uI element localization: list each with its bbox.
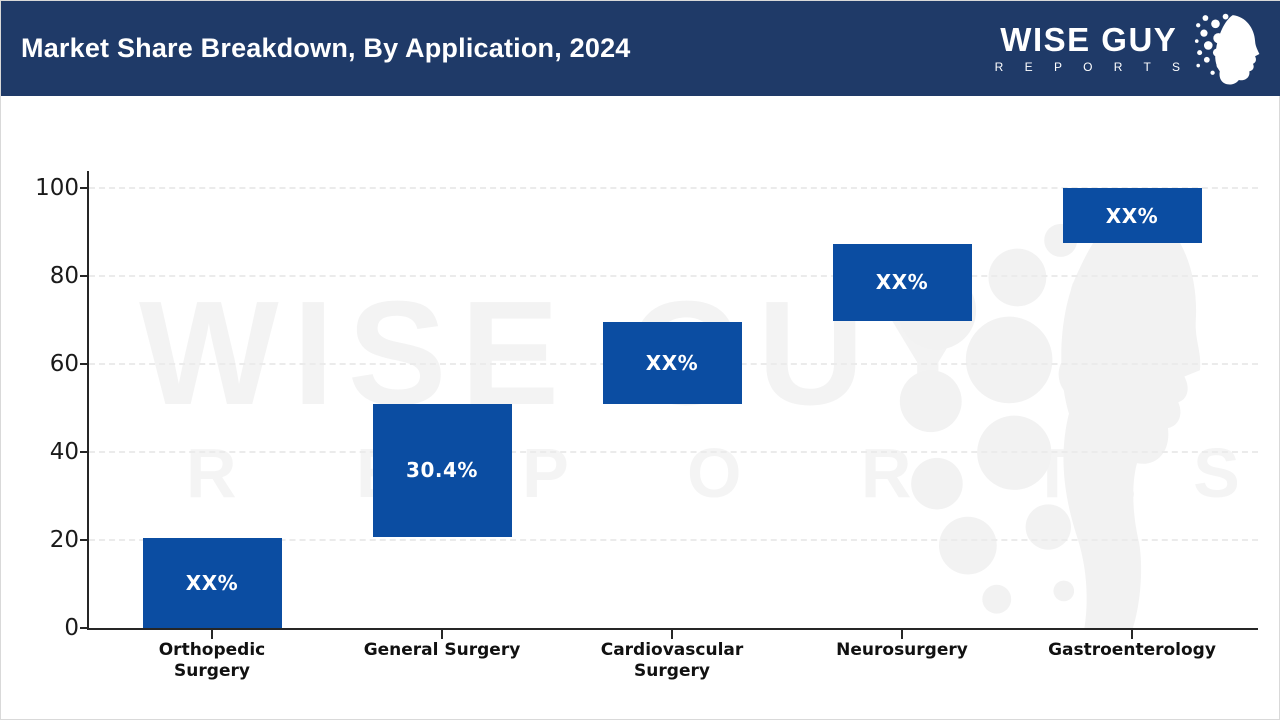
y-tick-label: 60 (49, 351, 79, 377)
y-tick-mark (80, 539, 88, 541)
y-axis-line (87, 171, 89, 630)
wiseguy-logo-name: WISE GUY (1000, 21, 1178, 58)
wiseguy-logo-subtitle: R E P O R T S (994, 60, 1189, 74)
x-tick-mark (441, 630, 443, 639)
bar: 30.4% (372, 403, 512, 538)
wiseguy-logo-text: WISE GUY R E P O R T S (989, 21, 1189, 75)
bar-value-label: XX% (1105, 203, 1159, 228)
bar: XX% (602, 322, 742, 404)
y-tick-mark (80, 187, 88, 189)
x-tick-mark (901, 630, 903, 639)
gridline (89, 275, 1258, 277)
x-category-label: Neurosurgery (836, 640, 968, 660)
bar-value-label: 30.4% (406, 458, 478, 483)
wiseguy-face-icon (1194, 13, 1260, 85)
y-tick-mark (80, 451, 88, 453)
x-category-label: Gastroenterology (1048, 640, 1216, 660)
x-category-label: Cardiovascular Surgery (600, 640, 744, 681)
y-tick-label: 80 (49, 263, 79, 289)
bar: XX% (142, 537, 282, 628)
y-tick-mark (80, 363, 88, 365)
wiseguy-logo: WISE GUY R E P O R T S (989, 9, 1263, 89)
bar-value-label: XX% (185, 570, 239, 595)
header-bar: Market Share Breakdown, By Application, … (1, 1, 1280, 96)
x-axis-line (87, 628, 1258, 630)
x-tick-mark (211, 630, 213, 639)
bar: XX% (832, 243, 972, 321)
gridline (89, 451, 1258, 453)
y-tick-mark (80, 627, 88, 629)
y-tick-label: 40 (49, 439, 79, 465)
gridline (89, 539, 1258, 541)
y-tick-mark (80, 275, 88, 277)
page-title: Market Share Breakdown, By Application, … (21, 33, 631, 63)
y-tick-label: 100 (35, 175, 79, 201)
bar-value-label: XX% (645, 350, 699, 375)
x-tick-mark (671, 630, 673, 639)
bar: XX% (1062, 188, 1202, 243)
gridline (89, 187, 1258, 189)
y-tick-label: 0 (64, 615, 79, 641)
y-tick-label: 20 (49, 527, 79, 553)
x-category-label: General Surgery (363, 640, 521, 660)
x-tick-mark (1131, 630, 1133, 639)
x-category-label: Orthopedic Surgery (158, 640, 266, 681)
bar-value-label: XX% (875, 270, 929, 295)
